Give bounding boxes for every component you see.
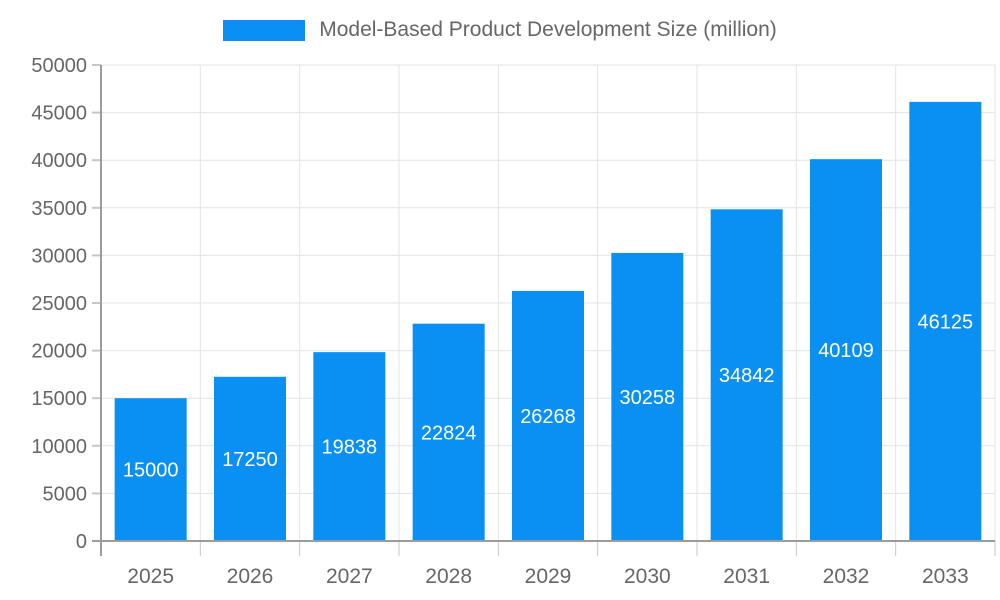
x-axis-label: 2029 (525, 565, 572, 588)
y-axis-label: 50000 (31, 55, 87, 77)
bar-value-label: 17250 (222, 449, 278, 471)
bar-value-label: 40109 (818, 340, 874, 362)
bar-2031 (710, 209, 783, 542)
bar-value-label: 19838 (322, 437, 378, 459)
bar-2030 (611, 252, 684, 541)
legend-label: Model-Based Product Development Size (mi… (319, 18, 777, 41)
bar-2028 (412, 323, 485, 541)
bar-2025 (114, 398, 187, 541)
x-axis-label: 2030 (624, 565, 671, 588)
bar-2029 (512, 290, 584, 541)
x-axis-label: 2028 (425, 565, 472, 588)
bar-value-label: 34842 (719, 365, 775, 387)
y-axis-label: 30000 (31, 245, 87, 267)
y-axis-label: 20000 (31, 341, 87, 363)
legend-item[interactable]: Model-Based Product Development Size (mi… (223, 18, 777, 42)
x-axis-label: 2031 (723, 565, 770, 588)
x-axis-label: 2032 (823, 565, 870, 588)
chart-legend: Model-Based Product Development Size (mi… (0, 18, 1000, 42)
bar-value-label: 22824 (421, 422, 477, 444)
y-axis-label: 5000 (43, 483, 88, 505)
bar-2027 (313, 352, 386, 541)
y-axis-label: 10000 (31, 436, 87, 458)
x-axis-label: 2033 (922, 565, 969, 588)
bar-value-label: 15000 (123, 460, 179, 482)
y-axis-label: 35000 (31, 198, 87, 220)
bar-value-label: 46125 (918, 311, 974, 333)
bar-2032 (810, 159, 882, 541)
y-axis-label: 25000 (31, 293, 87, 315)
bar-value-label: 30258 (620, 387, 676, 409)
x-axis-label: 2025 (127, 565, 174, 588)
bar-value-label: 26268 (520, 406, 576, 428)
legend-swatch-icon (223, 19, 306, 41)
bar-2033 (909, 101, 982, 541)
x-axis-label: 2027 (326, 565, 373, 588)
x-axis-label: 2026 (227, 565, 274, 588)
y-axis-label: 15000 (31, 388, 87, 410)
y-axis-label: 40000 (31, 150, 87, 172)
bar-2026 (214, 376, 286, 541)
y-axis-label: 0 (76, 531, 87, 553)
y-axis-label: 45000 (31, 103, 87, 125)
